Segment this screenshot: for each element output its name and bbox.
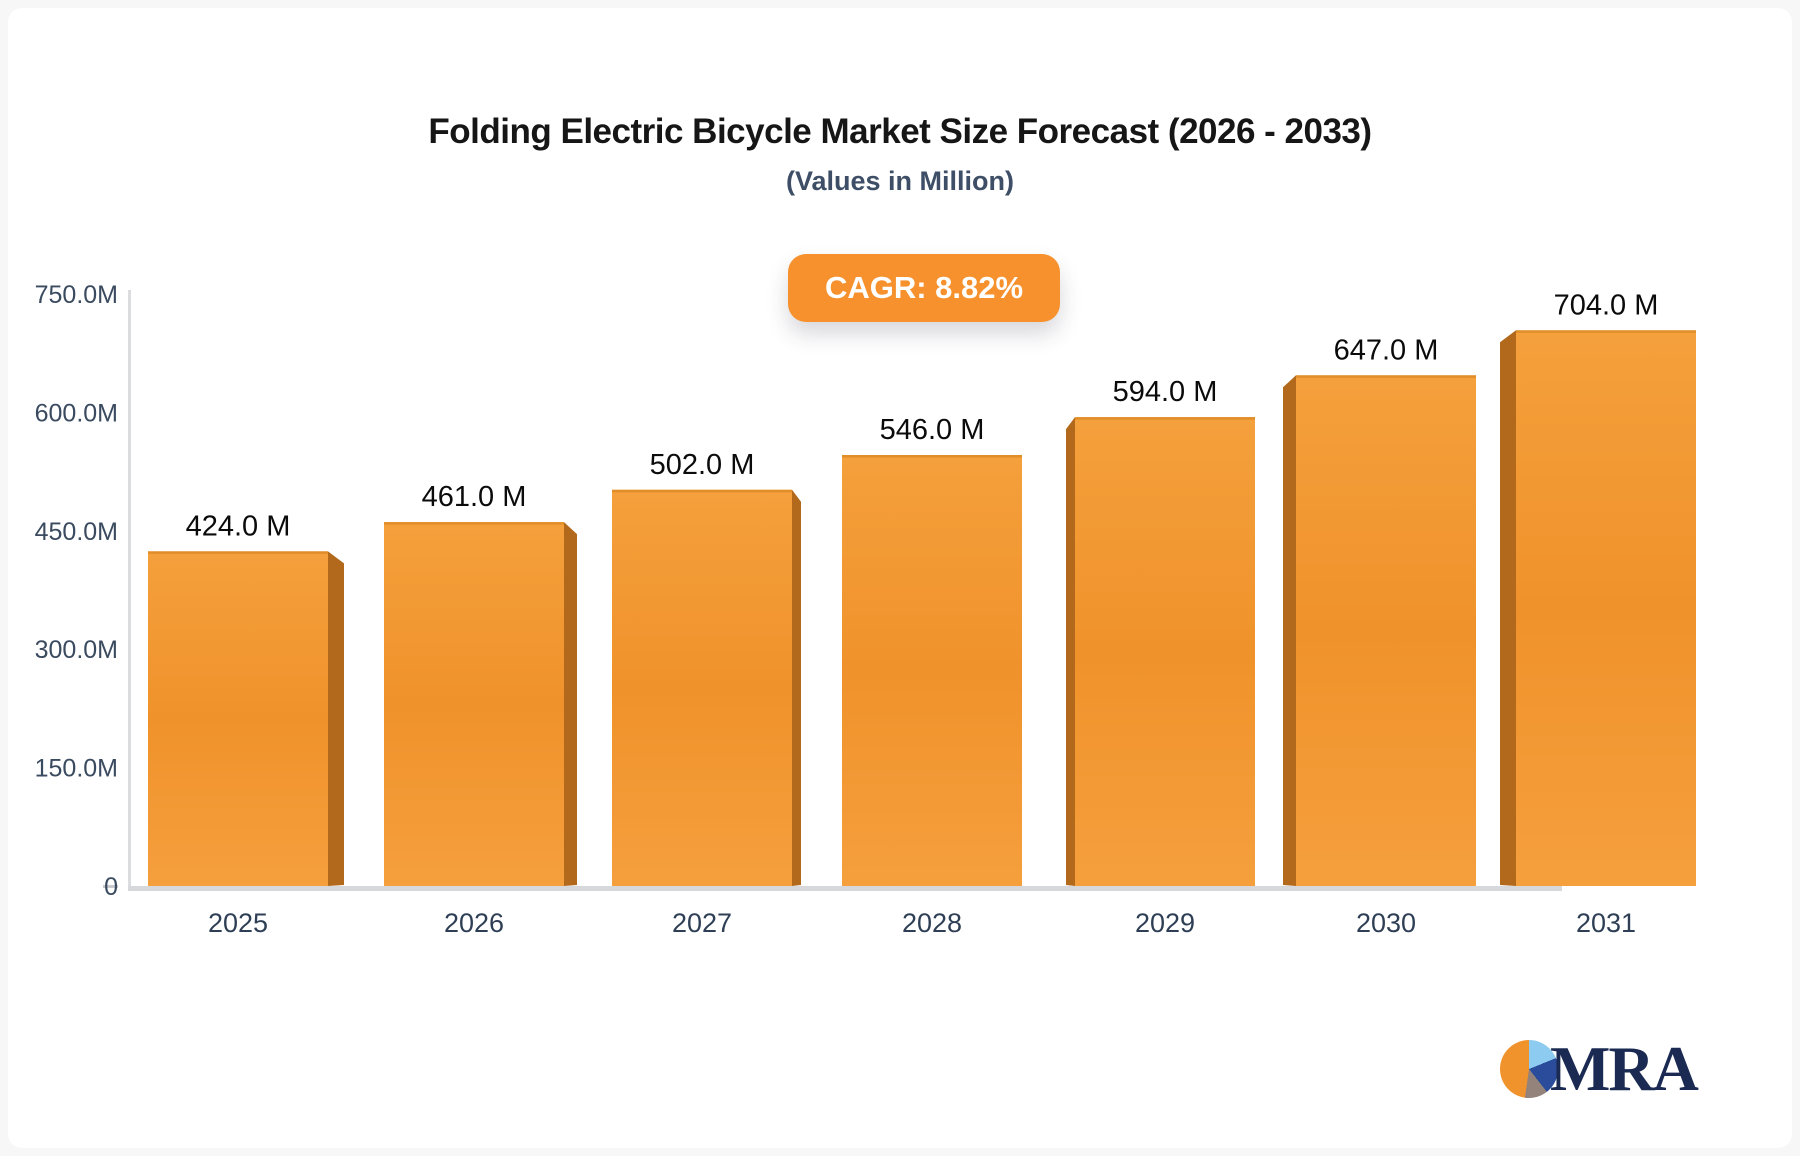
x-tick-label-2029: 2029: [1135, 908, 1195, 938]
chart-subtitle: (Values in Million): [785, 166, 1015, 196]
x-axis-baseline: [128, 886, 1562, 891]
bar-side-2027: [792, 489, 801, 886]
x-tick-label-2030: 2030: [1356, 908, 1416, 938]
bar-2030: [1296, 375, 1476, 886]
x-tick-label-2026: 2026: [444, 908, 504, 938]
bar-top-edge-2030: [1296, 375, 1476, 378]
bar-top-edge-2029: [1075, 417, 1255, 420]
bar-value-label-2026: 461.0 M: [422, 481, 527, 513]
x-tick-label-2028: 2028: [902, 908, 962, 938]
bar-top-edge-2027: [612, 489, 792, 493]
bar-side-2031: [1500, 330, 1516, 886]
y-tick-label-450.0M: 450.0M: [35, 518, 118, 546]
brand-logo: MRA: [1500, 1033, 1699, 1104]
bar-value-label-2031: 704.0 M: [1554, 289, 1659, 321]
cagr-badge-label: CAGR: 8.82%: [824, 270, 1024, 305]
y-axis-zero-tick: [103, 885, 118, 888]
y-tick-label-600.0M: 600.0M: [35, 399, 118, 427]
y-axis-line: [128, 290, 131, 886]
bar-side-2025: [328, 551, 344, 886]
brand-logo-text: MRA: [1550, 1033, 1699, 1104]
x-tick-label-2027: 2027: [672, 908, 732, 938]
bar-2026: [384, 522, 564, 886]
y-tick-label-150.0M: 150.0M: [35, 755, 118, 783]
bar-value-label-2028: 546.0 M: [880, 414, 985, 446]
bar-top-edge-2031: [1516, 330, 1696, 333]
bar-value-label-2025: 424.0 M: [186, 510, 291, 542]
pie-chart-logo-icon: [1500, 1040, 1558, 1098]
bar-side-2030: [1283, 375, 1296, 886]
x-tick-label-2031: 2031: [1576, 908, 1636, 938]
bar-side-2026: [564, 522, 577, 886]
chart-title: Folding Electric Bicycle Market Size For…: [428, 112, 1372, 151]
cagr-badge: CAGR: 8.82%: [788, 254, 1060, 322]
y-tick-label-300.0M: 300.0M: [35, 636, 118, 664]
y-tick-label-0: 0: [104, 873, 118, 901]
bar-value-label-2029: 594.0 M: [1113, 376, 1218, 408]
bar-2028: [842, 455, 1022, 886]
bar-top-edge-2026: [384, 522, 564, 525]
bar-2025: [148, 551, 328, 886]
bar-side-2029: [1066, 417, 1075, 886]
bar-top-edge-2025: [148, 551, 328, 554]
x-tick-label-2025: 2025: [208, 908, 268, 938]
y-tick-label-750.0M: 750.0M: [35, 281, 118, 309]
bar-value-label-2030: 647.0 M: [1334, 334, 1439, 366]
bar-2031: [1516, 330, 1696, 886]
bar-value-label-2027: 502.0 M: [650, 449, 755, 481]
bar-top-edge-2028: [842, 455, 1022, 458]
bar-2027: [612, 489, 792, 886]
bar-2029: [1075, 417, 1255, 886]
